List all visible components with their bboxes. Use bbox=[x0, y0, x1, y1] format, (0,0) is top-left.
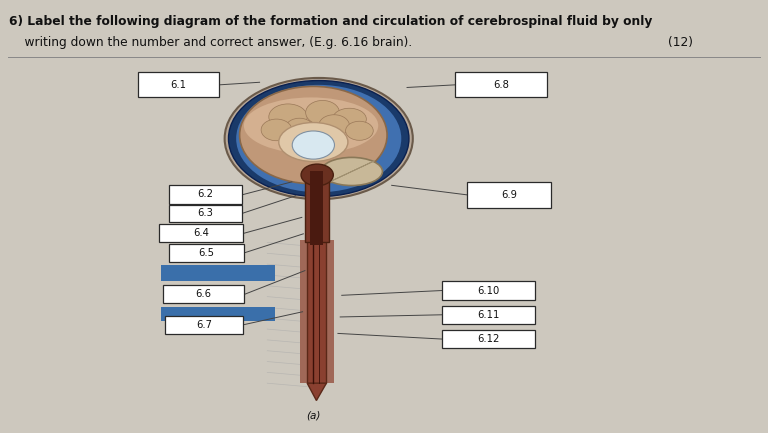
Text: 6.9: 6.9 bbox=[502, 190, 517, 200]
Text: 6.10: 6.10 bbox=[478, 285, 499, 296]
Text: 6.8: 6.8 bbox=[493, 80, 508, 90]
Text: (12): (12) bbox=[668, 36, 694, 48]
Ellipse shape bbox=[228, 81, 409, 197]
Ellipse shape bbox=[279, 123, 348, 162]
Ellipse shape bbox=[240, 86, 387, 184]
Text: 6.11: 6.11 bbox=[477, 310, 500, 320]
Ellipse shape bbox=[333, 108, 366, 130]
Ellipse shape bbox=[319, 115, 349, 136]
FancyBboxPatch shape bbox=[169, 244, 244, 262]
Text: 6.7: 6.7 bbox=[197, 320, 212, 330]
FancyBboxPatch shape bbox=[169, 185, 242, 204]
Text: 6.2: 6.2 bbox=[197, 189, 214, 200]
Bar bbox=[161, 307, 275, 321]
Ellipse shape bbox=[306, 100, 339, 125]
FancyBboxPatch shape bbox=[455, 72, 547, 97]
Text: writing down the number and correct answer, (E.g. 6.16 brain).: writing down the number and correct answ… bbox=[9, 36, 412, 48]
FancyBboxPatch shape bbox=[442, 330, 535, 348]
FancyBboxPatch shape bbox=[442, 306, 535, 324]
Bar bbox=[310, 171, 323, 245]
Ellipse shape bbox=[261, 119, 292, 141]
FancyBboxPatch shape bbox=[442, 281, 535, 300]
Text: 6.12: 6.12 bbox=[477, 334, 500, 344]
Text: 6.3: 6.3 bbox=[197, 208, 214, 219]
FancyBboxPatch shape bbox=[305, 171, 329, 242]
Text: 6.4: 6.4 bbox=[194, 228, 209, 239]
Ellipse shape bbox=[286, 118, 313, 137]
Ellipse shape bbox=[346, 121, 373, 140]
Text: 6.1: 6.1 bbox=[170, 80, 187, 90]
FancyBboxPatch shape bbox=[138, 72, 219, 97]
Ellipse shape bbox=[269, 104, 307, 130]
Ellipse shape bbox=[236, 85, 401, 192]
Bar bbox=[161, 265, 275, 281]
Polygon shape bbox=[307, 383, 326, 401]
FancyBboxPatch shape bbox=[169, 205, 242, 222]
Ellipse shape bbox=[292, 131, 335, 159]
Ellipse shape bbox=[301, 164, 333, 186]
Bar bbox=[326, 240, 334, 383]
Ellipse shape bbox=[224, 78, 412, 199]
Text: 6.5: 6.5 bbox=[199, 248, 214, 258]
Ellipse shape bbox=[321, 158, 382, 186]
Ellipse shape bbox=[244, 97, 378, 154]
FancyBboxPatch shape bbox=[159, 224, 243, 242]
Bar bbox=[184, 69, 507, 407]
Text: (a): (a) bbox=[306, 410, 320, 421]
FancyBboxPatch shape bbox=[165, 316, 243, 334]
FancyBboxPatch shape bbox=[307, 240, 326, 383]
Text: 6.6: 6.6 bbox=[196, 289, 211, 299]
Bar bbox=[300, 240, 307, 383]
FancyBboxPatch shape bbox=[163, 285, 244, 303]
FancyBboxPatch shape bbox=[467, 182, 551, 208]
Text: 6) Label the following diagram of the formation and circulation of cerebrospinal: 6) Label the following diagram of the fo… bbox=[9, 15, 653, 28]
